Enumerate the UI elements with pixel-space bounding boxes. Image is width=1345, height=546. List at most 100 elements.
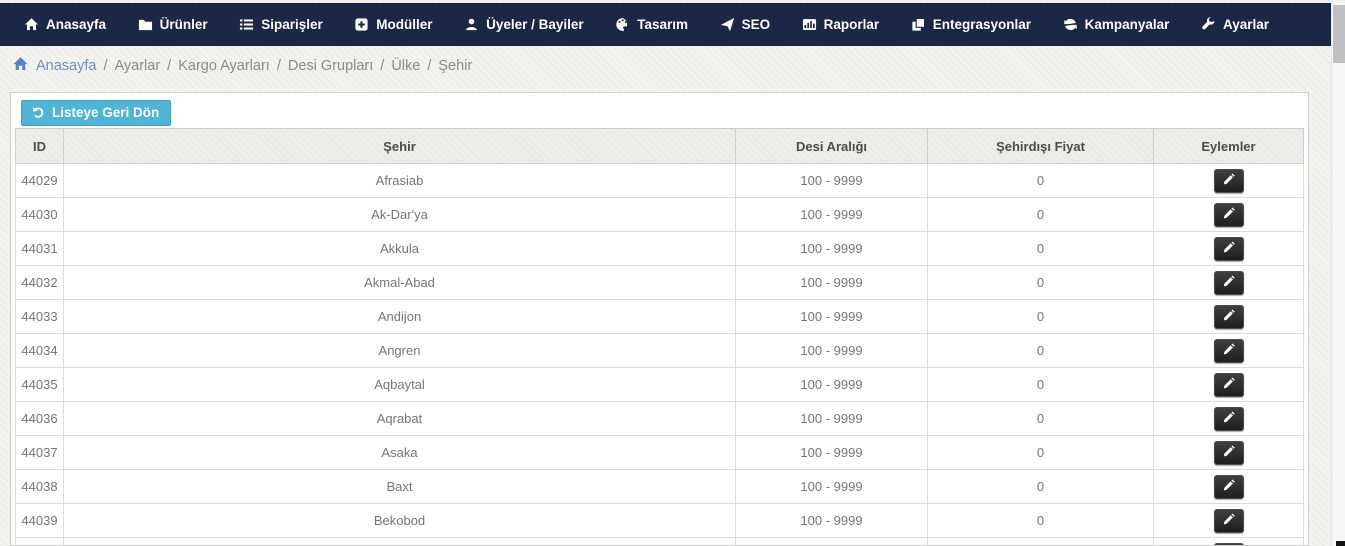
content-panel: Listeye Geri Dön ID Şehir Desi Aralığı Ş… — [10, 92, 1309, 546]
pencil-icon — [1221, 376, 1236, 394]
cell-out-of-city-price: 0 — [927, 197, 1154, 232]
cell-id: 44031 — [15, 231, 64, 266]
nav-item-raporlar[interactable]: Raporlar — [802, 17, 879, 32]
users-icon — [464, 17, 479, 32]
column-header-out-of-city-price: Şehirdışı Fiyat — [927, 128, 1154, 164]
table-row: 44039 Bekobod 100 - 9999 0 — [15, 503, 1304, 538]
cell-out-of-city-price: 0 — [927, 333, 1154, 368]
nav-item-urunler[interactable]: Ürünler — [138, 17, 208, 32]
breadcrumb-separator: / — [276, 58, 281, 74]
cell-actions — [1153, 231, 1304, 266]
paper-plane-icon — [720, 17, 735, 32]
cell-desi-range: 100 - 9999 — [735, 231, 928, 266]
cell-id: 44037 — [15, 435, 64, 470]
edit-button[interactable] — [1213, 508, 1244, 533]
pencil-icon — [1221, 274, 1236, 292]
table-row: 44033 Andijon 100 - 9999 0 — [15, 299, 1304, 334]
cell-out-of-city-price: 0 — [927, 163, 1154, 198]
nav-item-label: Siparişler — [261, 17, 323, 32]
cell-out-of-city-price: 0 — [927, 503, 1154, 538]
nav-item-label: Kampanyalar — [1084, 17, 1170, 32]
cell-desi-range: 100 - 9999 — [735, 503, 928, 538]
edit-button[interactable] — [1213, 542, 1244, 545]
cell-id: 44030 — [15, 197, 64, 232]
table-row: 44034 Angren 100 - 9999 0 — [15, 333, 1304, 368]
nav-item-kampanyalar[interactable]: Kampanyalar — [1063, 17, 1170, 32]
cell-desi-range: 100 - 9999 — [735, 299, 928, 334]
edit-button[interactable] — [1213, 372, 1244, 397]
nav-item-uyeler-bayiler[interactable]: Üyeler / Bayiler — [464, 17, 584, 32]
nav-item-label: Anasayfa — [46, 17, 107, 32]
cell-city: Asaka — [63, 435, 736, 470]
breadcrumb-separator: / — [167, 58, 172, 74]
cell-city: Afrasiab — [63, 163, 736, 198]
nav-item-label: Ayarlar — [1222, 17, 1269, 32]
cell-out-of-city-price: 0 — [927, 265, 1154, 300]
cell-desi-range: 100 - 9999 — [735, 435, 928, 470]
cell-id: 44038 — [15, 469, 64, 504]
cell-city: Baxt — [63, 469, 736, 504]
cell-actions — [1153, 299, 1304, 334]
breadcrumb-link-anasayfa[interactable]: Anasayfa — [36, 58, 97, 74]
cell-city: Ak-Dar'ya — [63, 197, 736, 232]
nav-item-label: Ürünler — [159, 17, 208, 32]
nav-item-anasayfa[interactable]: Anasayfa — [24, 17, 106, 32]
cell-actions — [1153, 469, 1304, 504]
edit-button[interactable] — [1213, 474, 1244, 499]
module-box-icon — [354, 17, 369, 32]
cell-desi-range: 100 - 9999 — [735, 469, 928, 504]
back-to-list-button[interactable]: Listeye Geri Dön — [21, 100, 172, 126]
cell-actions — [1153, 537, 1304, 545]
edit-button[interactable] — [1213, 338, 1244, 363]
table-row: 44040 Beruniy 100 - 9999 0 — [15, 537, 1304, 545]
table-row: 44038 Baxt 100 - 9999 0 — [15, 469, 1304, 504]
breadcrumb-separator: / — [103, 58, 108, 74]
cell-desi-range: 100 - 9999 — [735, 163, 928, 198]
cities-table: ID Şehir Desi Aralığı Şehirdışı Fiyat Ey… — [15, 128, 1304, 545]
undo-arrow-icon — [31, 106, 45, 119]
edit-button[interactable] — [1213, 202, 1244, 227]
breadcrumb: Anasayfa / Ayarlar / Kargo Ayarları / De… — [12, 56, 1331, 76]
edit-button[interactable] — [1213, 270, 1244, 295]
edit-button[interactable] — [1213, 236, 1244, 261]
cell-actions — [1153, 503, 1304, 538]
cell-id: 44035 — [15, 367, 64, 402]
breadcrumb-item-sehir: Şehir — [438, 58, 473, 74]
scrollbar-thumb[interactable] — [1333, 5, 1345, 63]
table-row: 44029 Afrasiab 100 - 9999 0 — [15, 163, 1304, 198]
cell-desi-range: 100 - 9999 — [735, 537, 928, 545]
breadcrumb-separator: / — [380, 58, 385, 74]
nav-item-ayarlar[interactable]: Ayarlar — [1201, 17, 1269, 32]
table-row: 44032 Akmal-Abad 100 - 9999 0 — [15, 265, 1304, 300]
cell-out-of-city-price: 0 — [927, 537, 1154, 545]
nav-item-tasarim[interactable]: Tasarım — [615, 17, 688, 32]
cell-actions — [1153, 163, 1304, 198]
edit-button[interactable] — [1213, 304, 1244, 329]
cell-city: Aqbaytal — [63, 367, 736, 402]
table-row: 44036 Aqrabat 100 - 9999 0 — [15, 401, 1304, 436]
cell-id: 44033 — [15, 299, 64, 334]
cell-id: 44032 — [15, 265, 64, 300]
cell-id: 44040 — [15, 537, 64, 545]
column-header-id: ID — [15, 128, 64, 164]
edit-button[interactable] — [1213, 440, 1244, 465]
nav-item-moduller[interactable]: Modüller — [354, 17, 433, 32]
pencil-icon — [1221, 240, 1236, 258]
cell-id: 44029 — [15, 163, 64, 198]
cell-actions — [1153, 401, 1304, 436]
edit-button[interactable] — [1213, 168, 1244, 193]
cell-id: 44034 — [15, 333, 64, 368]
list-icon — [239, 17, 254, 32]
cell-out-of-city-price: 0 — [927, 435, 1154, 470]
home-icon — [24, 17, 39, 32]
nav-item-entegrasyonlar[interactable]: Entegrasyonlar — [911, 17, 1031, 32]
nav-item-seo[interactable]: SEO — [720, 17, 770, 32]
palette-icon — [615, 17, 630, 32]
breadcrumb-item-ayarlar: Ayarlar — [114, 58, 161, 74]
nav-item-siparisler[interactable]: Siparişler — [239, 17, 323, 32]
edit-button[interactable] — [1213, 406, 1244, 431]
cell-city: Aqrabat — [63, 401, 736, 436]
pencil-icon — [1221, 478, 1236, 496]
cell-out-of-city-price: 0 — [927, 469, 1154, 504]
vertical-scrollbar[interactable] — [1331, 3, 1345, 546]
